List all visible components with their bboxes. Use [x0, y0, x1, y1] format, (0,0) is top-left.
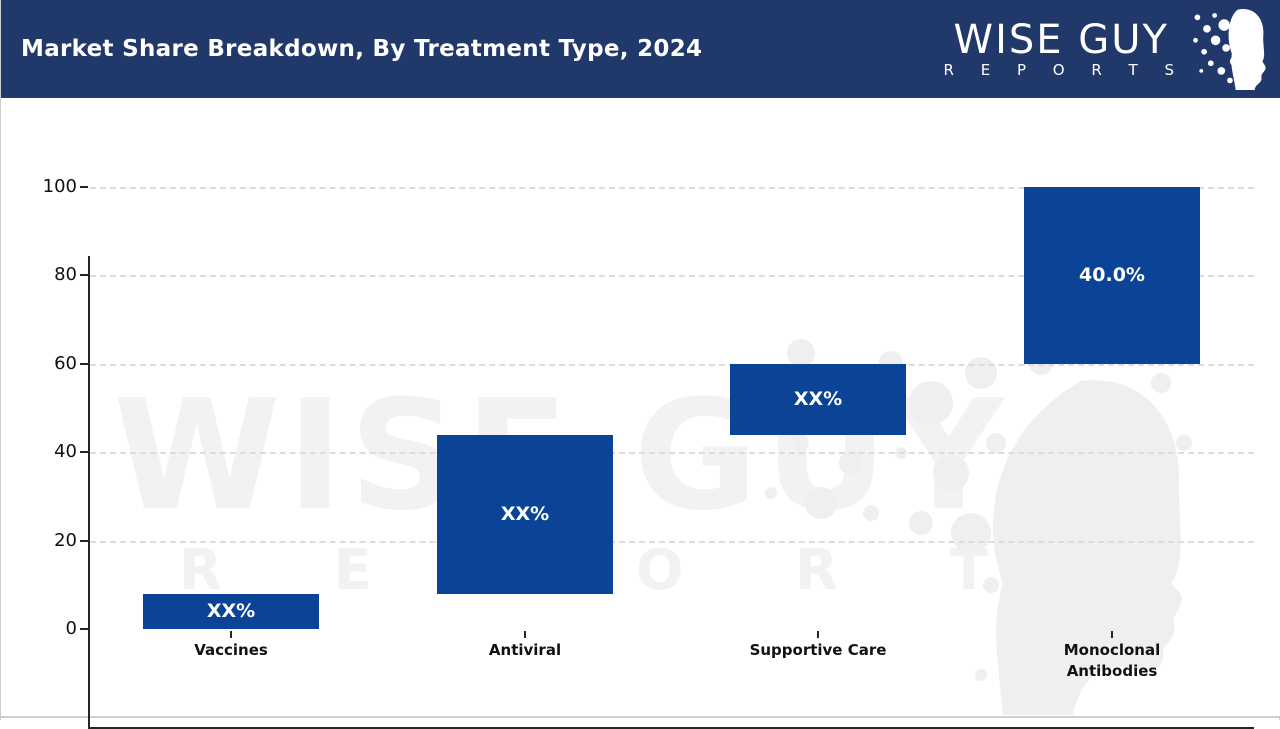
gridline-100 [90, 187, 1254, 189]
x-axis-label-vaccines: Vaccines [194, 641, 268, 659]
brand-logo-text: WISE GUY R E P O R T S [938, 19, 1185, 79]
y-tick-mark-80 [80, 274, 88, 277]
head-profile-icon [1189, 4, 1267, 94]
bar-value-label-antiviral: XX% [500, 503, 550, 526]
y-tick-mark-0 [80, 628, 88, 630]
y-tick-mark-40 [80, 451, 88, 454]
y-tick-label-80: 80 [54, 264, 77, 286]
y-tick-label-60: 60 [54, 352, 77, 374]
page-title: Market Share Breakdown, By Treatment Typ… [21, 36, 703, 62]
bar-supportive-care: XX% [730, 363, 906, 435]
bar-antiviral: XX% [437, 434, 613, 594]
bar-monoclonal-antibodies: 40.0% [1024, 187, 1200, 364]
bar-value-label-vaccines: XX% [206, 600, 256, 623]
x-tick-mark-monoclonal-antibodies [1111, 631, 1113, 638]
page-bottom-border [1, 716, 1280, 718]
bar-value-label-supportive-care: XX% [793, 388, 843, 411]
brand-subtitle: R E P O R T S [943, 61, 1185, 79]
y-tick-mark-20 [80, 539, 88, 542]
gridline-60 [90, 363, 1254, 366]
x-tick-mark-supportive-care [817, 631, 819, 638]
x-tick-mark-vaccines [230, 631, 232, 638]
y-tick-mark-100 [80, 186, 88, 188]
gridline-40 [90, 452, 1254, 455]
x-axis-label-monoclonal-antibodies: Monoclonal Antibodies [1063, 641, 1161, 680]
header-bar: Market Share Breakdown, By Treatment Typ… [1, 0, 1280, 98]
y-tick-label-0: 0 [65, 618, 77, 639]
y-tick-label-20: 20 [54, 529, 77, 551]
y-axis-line [88, 256, 90, 727]
y-tick-label-40: 40 [54, 441, 77, 463]
bar-value-label-monoclonal-antibodies: 40.0% [1079, 264, 1145, 287]
gridline-80 [90, 275, 1254, 278]
y-tick-label-100: 100 [42, 176, 77, 197]
brand-logo: WISE GUY R E P O R T S [938, 4, 1280, 94]
y-tick-mark-60 [80, 362, 88, 365]
brand-name: WISE GUY [953, 17, 1169, 63]
bar-vaccines: XX% [143, 593, 319, 629]
x-axis-label-supportive-care: Supportive Care [749, 641, 887, 659]
gridline-20 [90, 540, 1254, 543]
x-tick-mark-antiviral [524, 631, 526, 638]
x-axis-label-antiviral: Antiviral [488, 641, 562, 659]
